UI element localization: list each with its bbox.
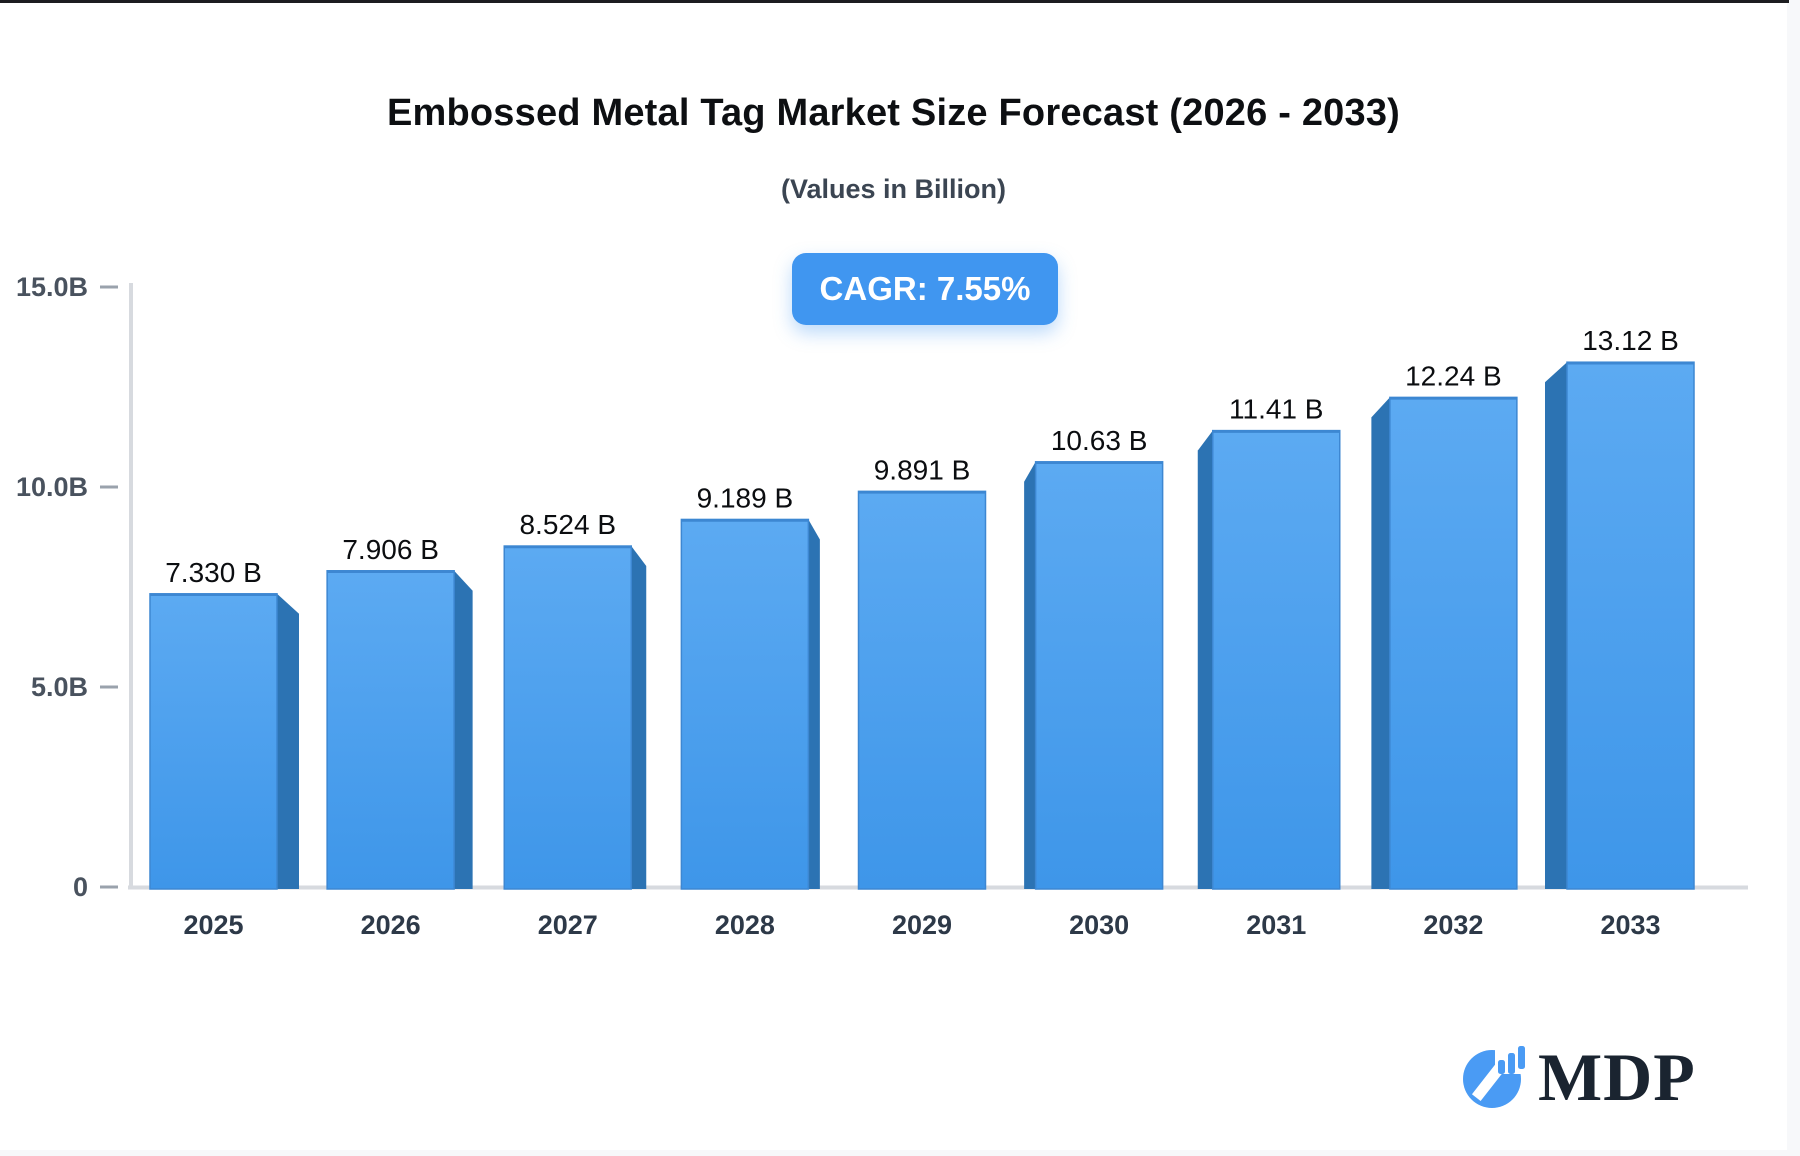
bar-value-label-2031: 11.41 B (1229, 394, 1323, 425)
bar-value-label-2033: 13.12 B (1582, 325, 1679, 356)
bar-value-label-2027: 8.524 B (519, 509, 616, 540)
bar-2033 (1566, 361, 1695, 890)
x-axis-label-2027: 2027 (538, 910, 598, 940)
window-top-border (0, 0, 1789, 3)
bar-2030 (1034, 461, 1164, 890)
chart-subtitle: (Values in Billion) (780, 174, 1007, 204)
bar-side-2028 (808, 519, 820, 889)
bar-2032 (1389, 396, 1518, 890)
brand-logo: MDP (1462, 1034, 1722, 1120)
x-axis-label-2033: 2033 (1600, 910, 1660, 940)
page-bottom-margin (0, 1150, 1787, 1156)
y-axis-tick-label: 5.0B (31, 672, 88, 702)
bar-side-2033 (1545, 362, 1567, 889)
bar-2028 (680, 518, 810, 890)
x-axis-label-2029: 2029 (892, 910, 952, 940)
bar-side-2030 (1024, 461, 1036, 889)
bar-side-2026 (454, 570, 473, 889)
bar-value-label-2028: 9.189 B (697, 482, 794, 513)
bar-2031 (1212, 429, 1341, 890)
y-axis-tick-label: 10.0B (16, 472, 88, 502)
bar-side-2025 (277, 593, 299, 889)
bar-2027 (503, 545, 632, 890)
bar-value-label-2029: 9.891 B (874, 454, 971, 485)
bar-value-label-2032: 12.24 B (1405, 360, 1502, 391)
bar-value-label-2030: 10.63 B (1051, 425, 1148, 456)
bar-2025 (149, 593, 278, 890)
bar-side-2027 (631, 546, 647, 889)
x-axis-label-2030: 2030 (1069, 910, 1129, 940)
bar-value-label-2026: 7.906 B (342, 534, 439, 565)
bar-value-label-2025: 7.330 B (165, 557, 262, 588)
cagr-badge: CAGR: 7.55% (792, 253, 1058, 325)
bar-2029 (857, 490, 987, 890)
brand-logo-text: MDP (1538, 1039, 1696, 1115)
x-axis-label-2028: 2028 (715, 910, 775, 940)
y-axis-tick-label: 15.0B (16, 272, 88, 302)
mdp-logo-icon (1463, 1042, 1532, 1108)
bar-2026 (326, 570, 455, 890)
chart-title: Embossed Metal Tag Market Size Forecast … (386, 92, 1401, 134)
x-axis-label-2025: 2025 (183, 910, 243, 940)
x-axis-label-2031: 2031 (1246, 910, 1306, 940)
x-axis-label-2032: 2032 (1423, 910, 1483, 940)
bar-side-2031 (1197, 430, 1213, 889)
x-axis-label-2026: 2026 (361, 910, 421, 940)
y-axis-tick-label: 0 (73, 872, 88, 902)
bar-side-2032 (1371, 397, 1390, 889)
page-right-margin (1787, 0, 1800, 1156)
